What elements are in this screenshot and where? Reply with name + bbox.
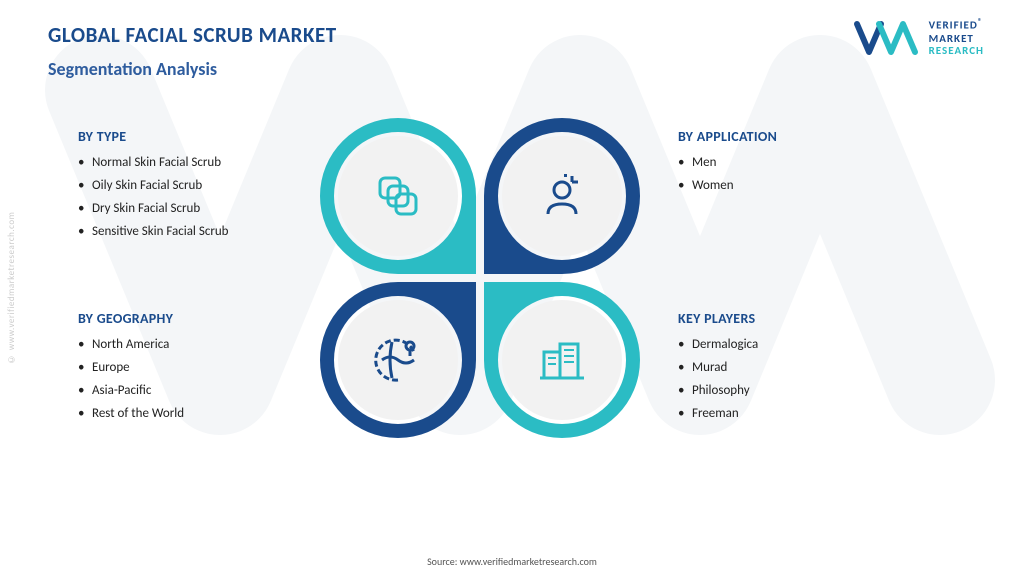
list-item: Freeman xyxy=(678,406,758,421)
page-subtitle: Segmentation Analysis xyxy=(48,58,217,80)
section-heading-application: BY APPLICATION xyxy=(678,128,777,145)
source-text: Source: www.verifiedmarketresearch.com xyxy=(427,555,597,568)
logo-text-3: RESEARCH xyxy=(929,45,984,58)
center-petal-diagram xyxy=(320,118,640,438)
list-item: Normal Skin Facial Scrub xyxy=(78,155,229,170)
section-heading-geography: BY GEOGRAPHY xyxy=(78,310,184,327)
globe-icon xyxy=(370,332,426,388)
side-watermark: © www.verifiedmarketresearch.com xyxy=(6,212,17,365)
list-item: Europe xyxy=(78,360,184,375)
page-title: GLOBAL FACIAL SCRUB MARKET xyxy=(48,22,337,48)
petal-players xyxy=(484,282,640,438)
petal-geography xyxy=(320,282,476,438)
list-item: Oily Skin Facial Scrub xyxy=(78,178,229,193)
person-icon xyxy=(534,168,590,224)
logo-text-1: VERIFIED® xyxy=(929,18,984,32)
list-item: Dry Skin Facial Scrub xyxy=(78,201,229,216)
list-item: Sensitive Skin Facial Scrub xyxy=(78,224,229,239)
list-item: Asia-Pacific xyxy=(78,383,184,398)
players-list: Dermalogica Murad Philosophy Freeman xyxy=(678,337,758,421)
layers-icon xyxy=(370,168,426,224)
petal-application xyxy=(484,118,640,274)
brand-logo: VERIFIED® MARKET RESEARCH xyxy=(853,18,984,58)
list-item: Philosophy xyxy=(678,383,758,398)
petal-type xyxy=(320,118,476,274)
list-item: Men xyxy=(678,155,777,170)
logo-mark-icon xyxy=(853,18,923,58)
list-item: Murad xyxy=(678,360,758,375)
list-item: North America xyxy=(78,337,184,352)
list-item: Dermalogica xyxy=(678,337,758,352)
application-list: Men Women xyxy=(678,155,777,193)
geography-list: North America Europe Asia-Pacific Rest o… xyxy=(78,337,184,421)
building-icon xyxy=(534,332,590,388)
section-heading-type: BY TYPE xyxy=(78,128,229,145)
list-item: Rest of the World xyxy=(78,406,184,421)
type-list: Normal Skin Facial Scrub Oily Skin Facia… xyxy=(78,155,229,239)
section-heading-players: KEY PLAYERS xyxy=(678,310,758,327)
list-item: Women xyxy=(678,178,777,193)
